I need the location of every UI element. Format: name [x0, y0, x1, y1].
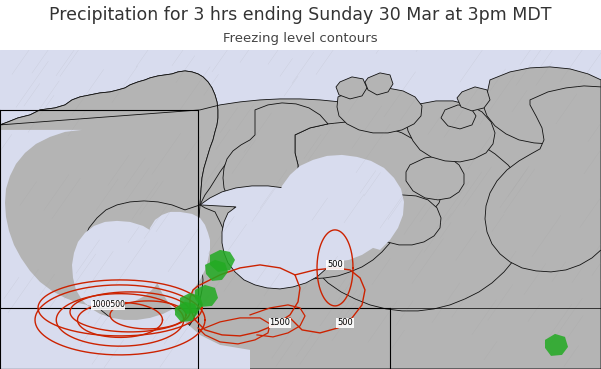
Polygon shape	[336, 77, 367, 99]
Polygon shape	[295, 122, 443, 232]
Polygon shape	[0, 130, 250, 369]
Polygon shape	[200, 137, 402, 279]
Text: Freezing level contours: Freezing level contours	[223, 32, 378, 45]
Polygon shape	[0, 110, 487, 350]
Polygon shape	[210, 250, 235, 272]
Polygon shape	[406, 156, 464, 200]
Polygon shape	[205, 260, 228, 281]
Polygon shape	[457, 87, 490, 111]
Polygon shape	[365, 73, 393, 95]
Polygon shape	[175, 302, 198, 322]
Polygon shape	[200, 186, 338, 289]
Polygon shape	[180, 293, 203, 314]
Polygon shape	[0, 71, 601, 369]
Polygon shape	[223, 103, 328, 220]
Text: Precipitation for 3 hrs ending Sunday 30 Mar at 3pm MDT: Precipitation for 3 hrs ending Sunday 30…	[49, 6, 552, 24]
Polygon shape	[441, 105, 476, 129]
Text: 1500: 1500	[269, 318, 290, 327]
Polygon shape	[485, 86, 601, 272]
Polygon shape	[0, 71, 218, 350]
Polygon shape	[405, 101, 495, 162]
Polygon shape	[370, 195, 441, 245]
Text: 500: 500	[337, 318, 353, 327]
Polygon shape	[545, 334, 568, 356]
Polygon shape	[276, 155, 404, 262]
Text: 1000500: 1000500	[91, 300, 125, 310]
Polygon shape	[81, 201, 233, 331]
Polygon shape	[337, 88, 422, 133]
Text: 500: 500	[327, 261, 343, 269]
Polygon shape	[483, 67, 601, 144]
Polygon shape	[195, 285, 218, 307]
